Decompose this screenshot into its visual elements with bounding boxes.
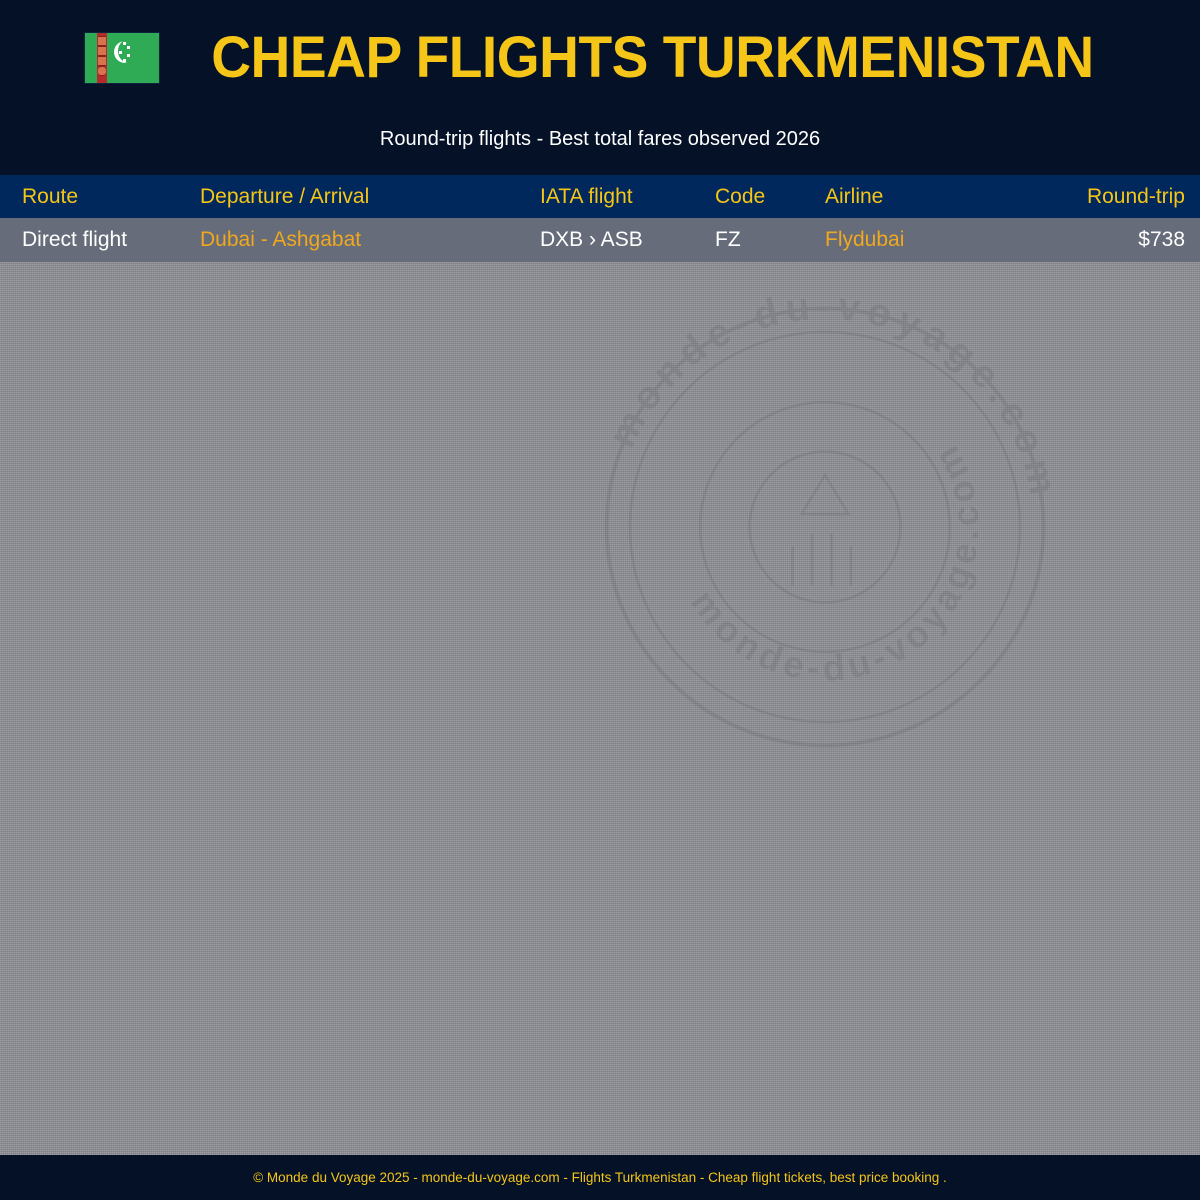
cell-code: FZ	[715, 228, 741, 251]
watermark-seal: monde-du-voyage.com monde-du-voyage.com	[565, 267, 1085, 787]
cell-route: Direct flight	[22, 228, 128, 251]
column-header-round-trip: Round-trip	[1086, 184, 1185, 208]
column-header-iata-flight: IATA flight	[540, 184, 633, 208]
flag-motif	[98, 56, 106, 66]
turkmenistan-flag-icon	[83, 32, 160, 84]
column-header-departure-arrival: Departure / Arrival	[200, 184, 370, 208]
flag-crescent-cut	[118, 39, 141, 63]
content-area: monde-du-voyage.com monde-du-voyage.com	[0, 262, 1200, 1155]
page-footer: © Monde du Voyage 2025 - monde-du-voyage…	[0, 1155, 1200, 1200]
column-header-route: Route	[22, 184, 79, 208]
column-header-code: Code	[715, 184, 766, 208]
flag-star-icon	[122, 42, 126, 45]
flights-table: Route Departure / Arrival IATA flight Co…	[0, 175, 1200, 262]
flag-motif	[98, 46, 106, 56]
footer-copyright-text: © Monde du Voyage 2025 - monde-du-voyage…	[253, 1170, 947, 1185]
column-header-airline: Airline	[825, 184, 884, 208]
page-banner: CHEAP FLIGHTS TURKMENISTAN Round-trip fl…	[0, 0, 1200, 175]
cell-airline[interactable]: Flydubai	[825, 228, 905, 251]
cell-departure-arrival[interactable]: Dubai - Ashgabat	[200, 228, 362, 251]
background-noise-texture	[0, 262, 1200, 1155]
flag-carpet-stripe	[97, 33, 107, 83]
page-title: CHEAP FLIGHTS TURKMENISTAN	[210, 25, 1094, 90]
flag-star-icon	[122, 59, 126, 62]
table-row[interactable]: Direct flight Dubai - Ashgabat DXB › ASB…	[0, 218, 1200, 262]
flag-motif	[98, 36, 106, 46]
table-header-row: Route Departure / Arrival IATA flight Co…	[0, 175, 1200, 218]
page-subtitle: Round-trip flights - Best total fares ob…	[379, 128, 821, 150]
flag-star-icon	[127, 46, 131, 49]
flag-star-icon	[127, 54, 131, 57]
flag-star-icon	[118, 51, 122, 54]
svg-text:monde-du-voyage.com: monde-du-voyage.com	[600, 285, 1065, 505]
svg-text:monde-du-voyage.com: monde-du-voyage.com	[683, 436, 987, 689]
flag-motif	[98, 66, 106, 76]
banner-title-row: CHEAP FLIGHTS TURKMENISTAN	[0, 22, 1200, 94]
cell-iata-flight: DXB › ASB	[540, 228, 643, 251]
cell-round-trip-price: $738	[1138, 228, 1185, 251]
